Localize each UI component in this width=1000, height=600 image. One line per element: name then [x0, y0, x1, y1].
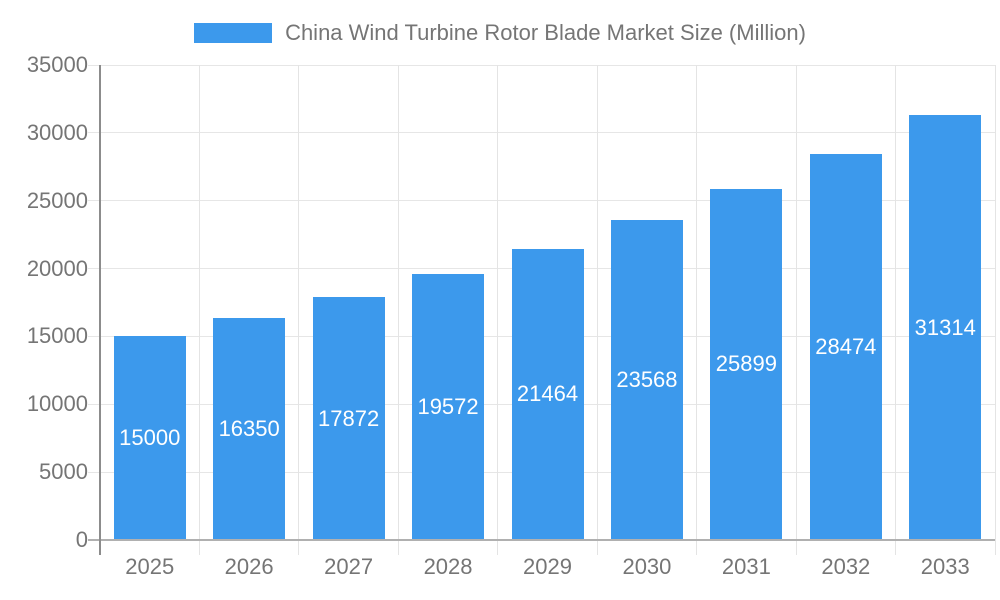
grid-line-v	[497, 65, 499, 555]
grid-line-v	[696, 65, 698, 555]
x-tick-label: 2033	[920, 554, 970, 579]
bar-value-label: 28474	[815, 333, 877, 359]
x-tick-label: 2032	[821, 554, 871, 579]
x-tick-label: 2025	[125, 554, 175, 579]
grid-line-v	[198, 65, 200, 555]
y-tick-label: 10000	[26, 391, 88, 417]
legend-swatch	[194, 23, 273, 43]
bar: 28474	[809, 153, 882, 540]
bar: 25899	[710, 188, 783, 540]
grid-line-v	[895, 65, 897, 555]
y-tick-label: 15000	[26, 323, 88, 349]
grid-line-v	[994, 65, 996, 555]
bar-value-label: 25899	[715, 351, 777, 377]
x-tick-label: 2029	[523, 554, 572, 579]
legend-label: China Wind Turbine Rotor Blade Market Si…	[285, 20, 806, 45]
y-tick-label: 20000	[26, 255, 88, 281]
legend: China Wind Turbine Rotor Blade Market Si…	[0, 20, 1000, 46]
bar-value-label: 31314	[914, 314, 976, 340]
bar: 17872	[312, 297, 385, 540]
y-tick-label: 25000	[26, 187, 88, 213]
grid-line-h	[88, 132, 995, 134]
y-tick-label: 35000	[26, 52, 88, 77]
bar-value-label: 15000	[119, 425, 181, 451]
bar: 23568	[610, 220, 683, 540]
x-tick-label: 2027	[324, 554, 374, 579]
bar: 19572	[412, 274, 485, 540]
bar-value-label: 21464	[516, 381, 579, 407]
bar-value-label: 23568	[616, 367, 678, 393]
x-tick-label: 2031	[721, 554, 771, 579]
x-tick-label: 2030	[622, 554, 672, 579]
grid-line-v	[298, 65, 300, 555]
bar: 31314	[909, 115, 982, 540]
bar-value-label: 16350	[218, 416, 280, 442]
grid-line-h	[88, 64, 995, 66]
y-axis-line	[99, 65, 101, 555]
y-tick-label: 0	[75, 527, 88, 552]
y-tick-label: 30000	[26, 119, 88, 145]
grid-line-h	[88, 200, 995, 202]
grid-line-v	[795, 65, 797, 555]
x-tick-label: 2026	[224, 554, 274, 579]
bar-value-label: 17872	[318, 405, 380, 431]
grid-line-v	[596, 65, 598, 555]
x-tick-label: 2028	[423, 554, 473, 579]
y-tick-label: 5000	[39, 459, 88, 485]
bar: 21464	[511, 248, 584, 540]
bar-value-label: 19572	[417, 394, 479, 420]
plot-area: 0 5000 10000 15000 20000 25000 30000 35000 15000…	[27, 54, 996, 579]
bar: 16350	[213, 318, 286, 540]
x-axis-line	[88, 539, 995, 541]
grid-line-v	[397, 65, 399, 555]
bar: 15000	[113, 336, 186, 540]
